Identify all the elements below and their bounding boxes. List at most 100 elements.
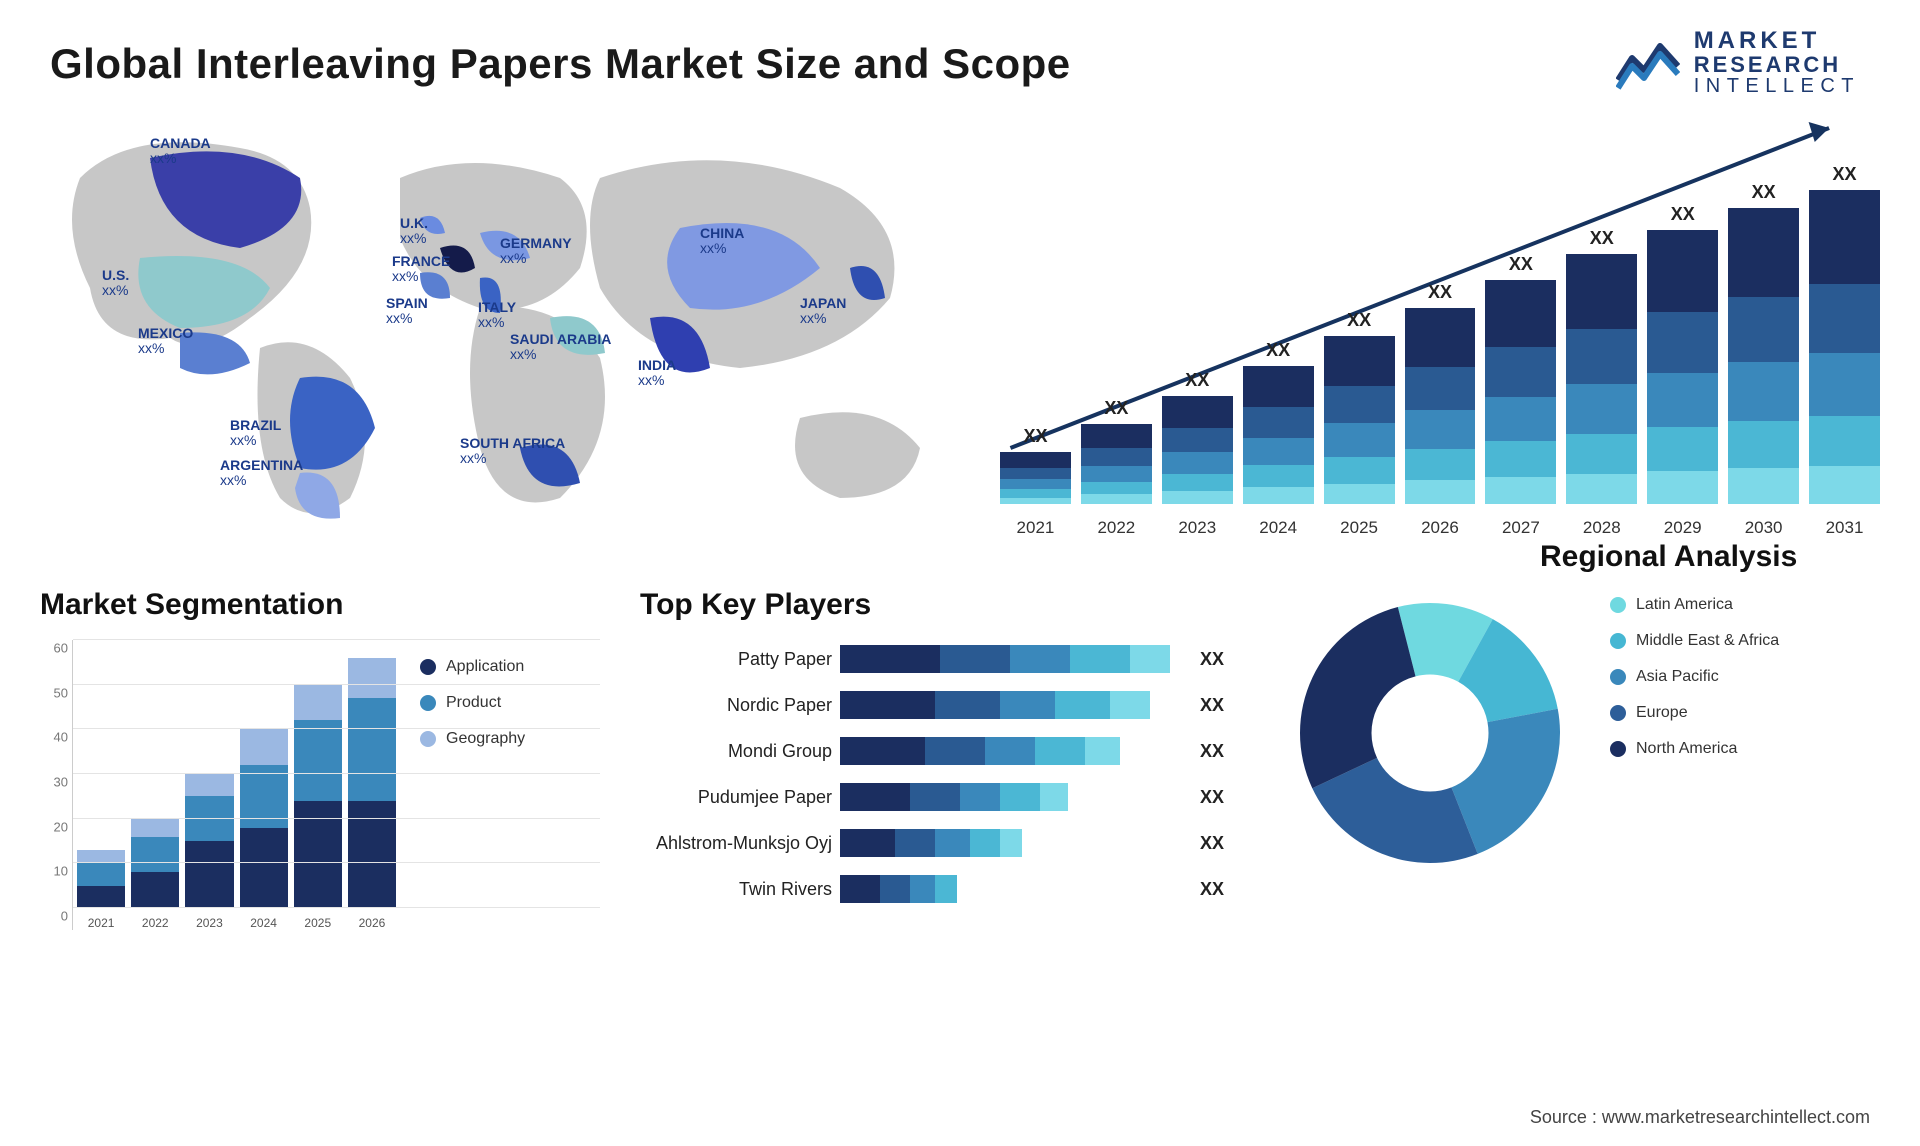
growth-bar-toplabel: XX (1324, 310, 1395, 331)
player-segment (895, 829, 935, 857)
player-row: Nordic PaperXX (640, 686, 1240, 724)
logo-icon (1616, 36, 1680, 90)
growth-segment (1566, 474, 1637, 504)
seg-segment (294, 720, 342, 800)
player-value: XX (1190, 879, 1240, 900)
player-segment (1070, 645, 1130, 673)
source-line: Source : www.marketresearchintellect.com (1530, 1107, 1870, 1128)
player-segment (840, 645, 940, 673)
growth-xlabel: 2023 (1162, 518, 1233, 538)
growth-segment (1809, 416, 1880, 466)
segmentation-legend: ApplicationProductGeography (420, 658, 525, 748)
seg-gridline (73, 907, 600, 908)
growth-bar-2030: XX (1728, 208, 1799, 504)
map-label-india: INDIAxx% (638, 358, 676, 389)
growth-segment (1081, 448, 1152, 466)
legend-swatch-icon (420, 659, 436, 675)
growth-segment (1647, 373, 1718, 428)
regional-legend-item: Asia Pacific (1610, 668, 1779, 686)
player-segment (840, 783, 910, 811)
segmentation-panel: Market Segmentation 0102030405060 202120… (40, 588, 600, 930)
growth-xlabel: 2026 (1405, 518, 1476, 538)
growth-xlabel: 2029 (1647, 518, 1718, 538)
players-panel: Top Key Players Patty PaperXXNordic Pape… (640, 588, 1240, 930)
player-name: Patty Paper (640, 649, 840, 670)
seg-xlabel: 2024 (240, 916, 288, 930)
player-segment (1000, 783, 1040, 811)
seg-gridline (73, 818, 600, 819)
growth-segment (1081, 482, 1152, 495)
seg-bar-2023 (185, 774, 233, 908)
growth-segment (1647, 230, 1718, 312)
legend-label: Middle East & Africa (1636, 632, 1779, 650)
growth-xlabel: 2030 (1728, 518, 1799, 538)
growth-segment (1405, 410, 1476, 449)
growth-segment (1324, 386, 1395, 423)
world-map-panel: CANADAxx%U.S.xx%MEXICOxx%BRAZILxx%ARGENT… (40, 118, 960, 538)
map-label-u-k-: U.K.xx% (400, 216, 428, 247)
seg-xlabel: 2026 (348, 916, 396, 930)
regional-legend-item: North America (1610, 740, 1779, 758)
seg-xlabel: 2022 (131, 916, 179, 930)
player-segment (1000, 829, 1022, 857)
seg-bar-2026 (348, 658, 396, 908)
seg-gridline (73, 639, 600, 640)
growth-segment (1162, 474, 1233, 491)
growth-segment (1000, 479, 1071, 489)
seg-segment (77, 886, 125, 908)
player-name: Ahlstrom-Munksjo Oyj (640, 833, 840, 854)
growth-segment (1324, 423, 1395, 457)
growth-xlabel: 2021 (1000, 518, 1071, 538)
growth-bar-2028: XX (1566, 254, 1637, 504)
player-segment (935, 875, 957, 903)
seg-legend-item: Application (420, 658, 525, 676)
player-segment (910, 783, 960, 811)
growth-xlabel: 2024 (1243, 518, 1314, 538)
growth-bar-toplabel: XX (1000, 426, 1071, 447)
player-value: XX (1190, 787, 1240, 808)
legend-label: Asia Pacific (1636, 668, 1719, 686)
growth-bar-toplabel: XX (1809, 164, 1880, 185)
growth-segment (1728, 208, 1799, 297)
player-name: Nordic Paper (640, 695, 840, 716)
seg-legend-item: Product (420, 694, 525, 712)
row-bottom: Market Segmentation 0102030405060 202120… (40, 588, 1880, 930)
map-label-germany: GERMANYxx% (500, 236, 572, 267)
map-label-canada: CANADAxx% (150, 136, 211, 167)
player-segment (840, 875, 880, 903)
growth-bar-toplabel: XX (1485, 254, 1556, 275)
player-segment (840, 737, 925, 765)
player-segment (910, 875, 935, 903)
growth-segment (1000, 452, 1071, 468)
map-label-italy: ITALYxx% (478, 300, 516, 331)
logo-line2: RESEARCH (1694, 53, 1860, 76)
map-label-mexico: MEXICOxx% (138, 326, 193, 357)
growth-xlabel: 2022 (1081, 518, 1152, 538)
legend-swatch-icon (1610, 741, 1626, 757)
seg-segment (77, 863, 125, 885)
player-segment (1110, 691, 1150, 719)
growth-segment (1243, 487, 1314, 504)
legend-swatch-icon (1610, 597, 1626, 613)
player-segment (1040, 783, 1068, 811)
growth-segment (1405, 480, 1476, 504)
seg-ytick: 40 (40, 730, 68, 745)
seg-ytick: 30 (40, 775, 68, 790)
legend-label: Europe (1636, 704, 1688, 722)
growth-segment (1647, 427, 1718, 471)
map-label-spain: SPAINxx% (386, 296, 428, 327)
growth-segment (1081, 424, 1152, 448)
growth-segment (1809, 466, 1880, 504)
seg-segment (348, 658, 396, 698)
growth-segment (1566, 254, 1637, 329)
player-row: Ahlstrom-Munksjo OyjXX (640, 824, 1240, 862)
seg-bar-2024 (240, 729, 288, 908)
seg-segment (131, 837, 179, 873)
growth-segment (1324, 484, 1395, 504)
seg-bar-2021 (77, 850, 125, 908)
growth-bar-toplabel: XX (1162, 370, 1233, 391)
growth-segment (1405, 308, 1476, 367)
player-segment (840, 829, 895, 857)
player-segment (960, 783, 1000, 811)
growth-segment (1728, 362, 1799, 421)
